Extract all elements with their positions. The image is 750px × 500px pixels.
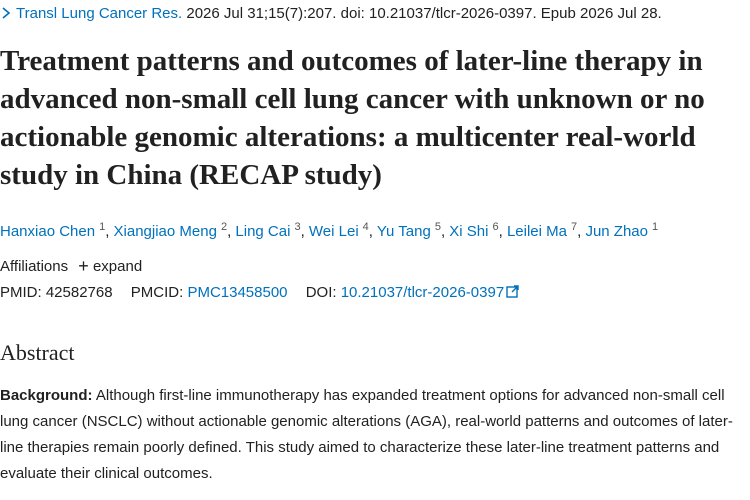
- doi-label: DOI:: [305, 284, 337, 301]
- chevron-icon: [2, 7, 11, 19]
- author-separator: ,: [498, 223, 503, 240]
- expand-toggle[interactable]: + expand: [78, 256, 143, 276]
- author-list: Hanxiao Chen 1, Xiangjiao Meng 2, Ling Cai…: [0, 216, 750, 243]
- affiliations: Affiliations + expand: [0, 256, 142, 277]
- author-link[interactable]: Ling Cai: [235, 223, 291, 240]
- author-affiliation-number[interactable]: 6: [492, 221, 499, 233]
- pmcid-label: PMCID:: [130, 284, 184, 301]
- abstract-background: Background: Although first-line immunoth…: [0, 383, 748, 487]
- citation: Transl Lung Cancer Res. 2026 Jul 31;15(7…: [0, 5, 750, 22]
- journal-link[interactable]: Transl Lung Cancer Res.: [16, 5, 183, 22]
- background-text: Although first-line immunotherapy has ex…: [0, 387, 733, 482]
- author-separator: ,: [440, 223, 446, 240]
- author-separator: ,: [577, 223, 582, 240]
- expand-text[interactable]: expand: [92, 258, 143, 275]
- author-separator: ,: [368, 223, 373, 240]
- author-affiliation-number[interactable]: 7: [570, 221, 578, 233]
- affiliations-label: Affiliations: [0, 258, 69, 275]
- author-affiliation-number[interactable]: 5: [434, 221, 441, 233]
- background-label: Background:: [0, 387, 93, 404]
- external-icon: [506, 285, 519, 298]
- citation-details: 2026 Jul 31;15(7):207. doi: 10.21037/tlc…: [186, 5, 662, 22]
- author-separator: ,: [300, 223, 305, 240]
- author-link[interactable]: Yu Tang: [376, 223, 431, 240]
- doi-text[interactable]: 10.21037/tlcr-2026-0397: [340, 284, 505, 301]
- author-link[interactable]: Leilei Ma: [506, 223, 567, 240]
- author-affiliation-number[interactable]: 1: [652, 221, 659, 233]
- author-separator: ,: [227, 223, 232, 240]
- author-affiliation-number[interactable]: 2: [220, 221, 228, 233]
- author-link[interactable]: Hanxiao Chen: [0, 223, 96, 240]
- identifiers: PMID: 42582768 PMCID: PMC13458500 DOI: 1…: [0, 284, 519, 301]
- author-link[interactable]: Xiangjiao Meng: [113, 223, 217, 240]
- author-separator: ,: [105, 223, 110, 240]
- pmid-label: PMID:: [0, 284, 42, 301]
- author-link[interactable]: Wei Lei: [308, 223, 359, 240]
- pmcid-link[interactable]: PMC13458500: [187, 284, 288, 301]
- author-affiliation-number[interactable]: 4: [362, 221, 369, 233]
- article-title: Treatment patterns and outcomes of later…: [0, 45, 705, 191]
- author-link[interactable]: Xi Shi: [449, 223, 489, 240]
- doi-link[interactable]: 10.21037/tlcr-2026-0397: [341, 284, 519, 301]
- author-affiliation-number[interactable]: 1: [99, 221, 106, 233]
- abstract-heading: Abstract: [0, 340, 75, 365]
- author-link[interactable]: Jun Zhao: [585, 223, 648, 240]
- pmid: 42582768: [45, 284, 113, 301]
- author-affiliation-number[interactable]: 3: [294, 221, 301, 233]
